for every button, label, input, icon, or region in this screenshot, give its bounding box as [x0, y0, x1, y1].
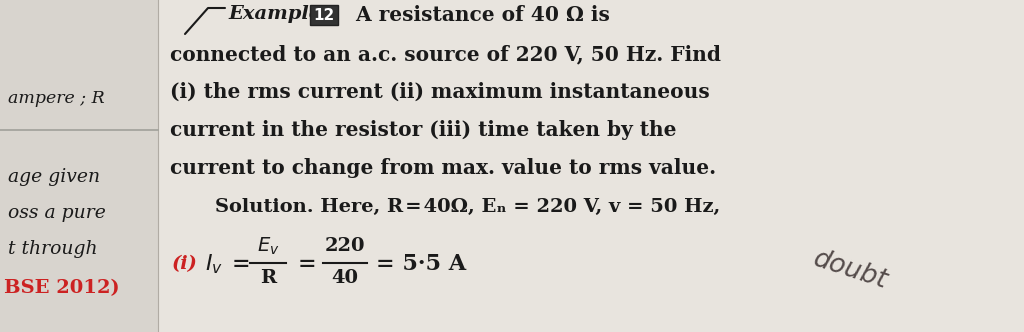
Text: R: R — [260, 269, 276, 287]
Text: = 5·5 A: = 5·5 A — [376, 253, 466, 275]
FancyBboxPatch shape — [310, 5, 338, 25]
Text: Example: Example — [228, 5, 322, 23]
Text: ampere ; R: ampere ; R — [8, 90, 104, 107]
Text: 12: 12 — [313, 8, 335, 23]
Text: $I_{v}$: $I_{v}$ — [205, 252, 223, 276]
Text: =: = — [232, 253, 251, 275]
Text: age given: age given — [8, 168, 100, 186]
Text: =: = — [298, 253, 316, 275]
Text: (i): (i) — [172, 255, 198, 273]
Text: A resistance of 40 Ω is: A resistance of 40 Ω is — [342, 5, 610, 25]
Text: current in the resistor (iii) time taken by the: current in the resistor (iii) time taken… — [170, 120, 677, 140]
Text: BSE 2012): BSE 2012) — [4, 279, 120, 297]
Text: 40: 40 — [332, 269, 358, 287]
Text: t through: t through — [8, 240, 97, 258]
Text: 220: 220 — [325, 237, 366, 255]
Text: Solution. Here, R = 40Ω, Eₙ = 220 V, v = 50 Hz,: Solution. Here, R = 40Ω, Eₙ = 220 V, v =… — [215, 198, 720, 216]
Text: doubt: doubt — [810, 246, 891, 294]
Bar — [0, 0, 158, 332]
Text: connected to an a.c. source of 220 V, 50 Hz. Find: connected to an a.c. source of 220 V, 50… — [170, 44, 721, 64]
Text: current to change from max. value to rms value.: current to change from max. value to rms… — [170, 158, 716, 178]
Text: $E_{v}$: $E_{v}$ — [257, 235, 280, 257]
Text: (i) the rms current (ii) maximum instantaneous: (i) the rms current (ii) maximum instant… — [170, 82, 710, 102]
Text: oss a pure: oss a pure — [8, 204, 105, 222]
